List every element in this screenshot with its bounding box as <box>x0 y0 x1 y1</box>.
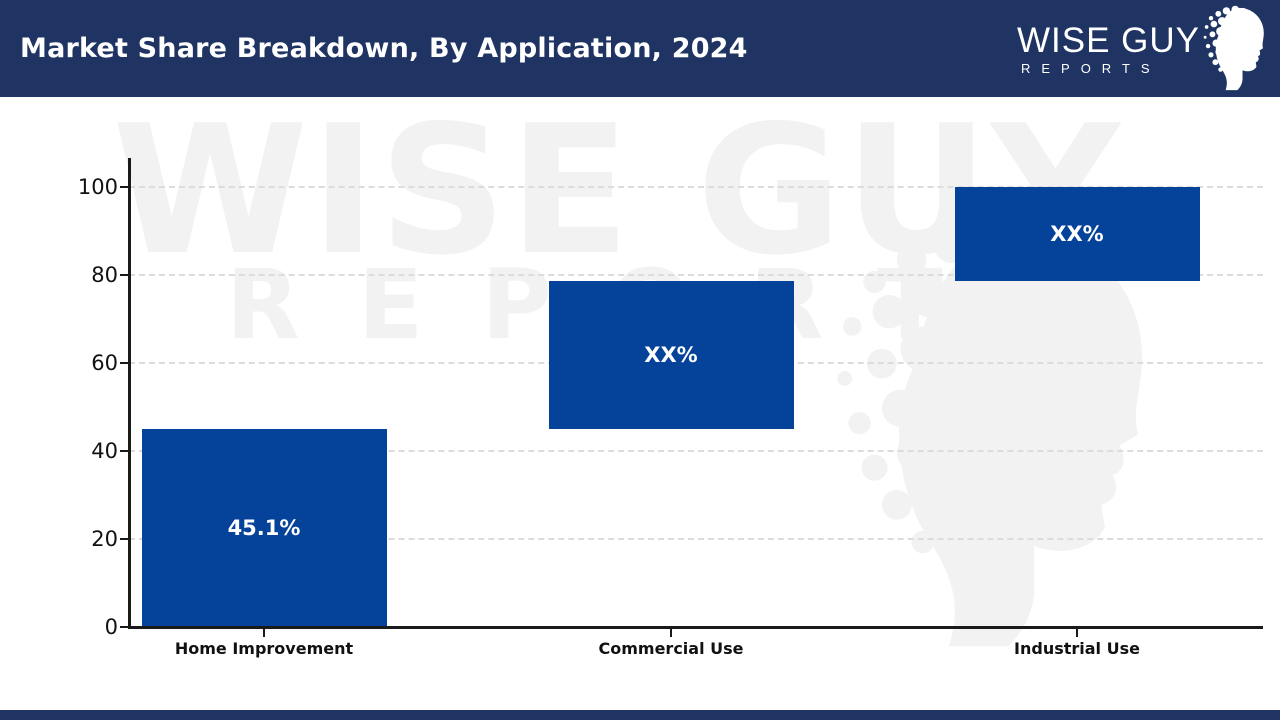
header-bar: Market Share Breakdown, By Application, … <box>0 0 1280 97</box>
gridline-20 <box>129 538 1263 540</box>
gridline-100 <box>129 186 1263 188</box>
y-tick-100 <box>120 186 128 188</box>
y-tick-40 <box>120 450 128 452</box>
y-axis-tick-label: 40 <box>91 439 118 463</box>
x-axis-line <box>128 626 1263 629</box>
page-title: Market Share Breakdown, By Application, … <box>20 33 748 64</box>
bar-value-label: 45.1% <box>227 515 301 540</box>
bar-value-label: XX% <box>1050 222 1104 247</box>
y-axis-tick-label: 20 <box>91 527 118 551</box>
x-axis-label: Home Improvement <box>174 639 354 658</box>
y-axis-tick-label: 60 <box>91 351 118 375</box>
y-tick-80 <box>120 274 128 276</box>
brand-logo: WISE GUY REPORTS <box>1017 4 1272 94</box>
x-tick-0 <box>263 628 265 637</box>
x-axis-label: Industrial Use <box>1014 639 1140 658</box>
y-axis-tick-label: 100 <box>77 175 118 199</box>
x-tick-2 <box>1076 628 1078 637</box>
footer-bar <box>0 710 1280 720</box>
bar-value-label: XX% <box>644 342 698 367</box>
brand-logo-text: WISE GUY REPORTS <box>1016 20 1200 76</box>
bar-home-improvement <box>141 428 387 627</box>
x-axis-label: Commercial Use <box>598 639 744 658</box>
y-tick-20 <box>120 538 128 540</box>
bar-commercial-use <box>548 281 794 429</box>
x-tick-1 <box>670 628 672 637</box>
y-tick-60 <box>120 362 128 364</box>
bar-industrial-use <box>954 187 1200 282</box>
y-tick-0 <box>120 626 128 628</box>
y-axis-line <box>128 158 131 629</box>
gridline-40 <box>129 450 1263 452</box>
y-axis-tick-label: 80 <box>91 263 118 287</box>
gridline-80 <box>129 274 1263 276</box>
y-axis-tick-label: 0 <box>104 615 118 639</box>
brand-subname: REPORTS <box>1020 60 1161 76</box>
brand-name: WISE GUY <box>1016 20 1200 60</box>
